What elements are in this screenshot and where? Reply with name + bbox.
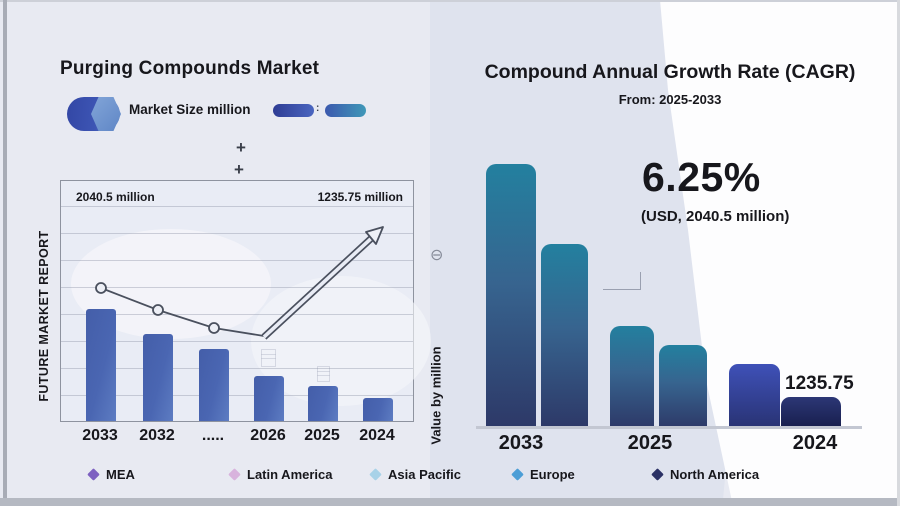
market-size-label: Market Size million <box>129 102 251 117</box>
x-axis-label: 2033 <box>498 432 544 454</box>
frame-border-top <box>0 0 900 2</box>
page-title: Purging Compounds Market <box>60 58 320 79</box>
x-axis-label: 2026 <box>250 427 286 444</box>
legend-item-europe: Europe <box>511 466 575 482</box>
frame-border-right <box>897 0 900 506</box>
future-market-report-label: FUTURE MARKET REPORT <box>37 230 51 402</box>
ratio-pill-right <box>325 104 366 117</box>
step-line-decor <box>603 272 641 290</box>
value-axis-label: Value by million <box>428 346 444 445</box>
peak-value-label: 2040.5 million <box>76 190 155 204</box>
cagr-bar-2024-primary <box>729 364 780 429</box>
frame-border-left <box>3 0 7 506</box>
cagr-value: 6.25% <box>642 154 761 200</box>
bar-2026 <box>254 376 284 421</box>
ratio-pill-left <box>273 104 314 117</box>
x-axis-label: 2024 <box>792 432 838 454</box>
bar-ellipsis-year <box>199 349 229 421</box>
cagr-context: (USD, 2040.5 million) <box>641 208 790 225</box>
legend-item-north-america: North America <box>651 466 759 482</box>
market-size-chart-panel: 2040.5 million 1235.75 million <box>60 180 431 422</box>
cagr-chart: 2033 2025 2024 6.25% (USD, 2040.5 millio… <box>470 140 880 470</box>
cagr-subtitle: From: 2025-2033 <box>618 92 722 107</box>
cagr-bar-2024-secondary <box>781 397 841 429</box>
document-watermark-icon <box>317 366 330 382</box>
legend-item-latin-america: Latin America <box>228 466 333 482</box>
x-axis-label: 2025 <box>627 432 673 454</box>
cagr-title: Compound Annual Growth Rate (CAGR) <box>484 61 856 83</box>
bar-2024 <box>363 398 393 421</box>
diamond-icon <box>228 467 241 481</box>
trend-line-and-arrow <box>95 226 384 340</box>
ratio-separator: : <box>316 103 320 114</box>
x-axis-label: 2032 <box>139 427 175 444</box>
bar-2032 <box>143 334 173 421</box>
bar-2025 <box>308 386 338 421</box>
plus-icon: + <box>236 138 246 157</box>
market-size-legend-row: Market Size million : <box>67 95 387 135</box>
cagr-bar-2033-primary <box>486 164 536 429</box>
x-axis-label: 2024 <box>359 427 395 444</box>
x-axis-label: 2033 <box>82 427 118 444</box>
base-value-label: 1235.75 million <box>317 190 403 204</box>
document-watermark-icon <box>261 349 276 367</box>
x-axis-line <box>476 426 862 429</box>
cagr-bar-2025-primary <box>610 326 654 429</box>
x-axis-label: ..... <box>201 427 225 444</box>
frame-border-bottom <box>0 498 900 506</box>
chart-gridlines <box>61 206 413 422</box>
bar-2033 <box>86 309 116 421</box>
minus-circle-icon: ⊖ <box>430 247 444 264</box>
cylinder-icon <box>67 97 121 131</box>
legend-item-mea: MEA <box>87 466 135 482</box>
diamond-icon <box>511 467 524 481</box>
x-axis-label: 2025 <box>304 427 340 444</box>
diamond-icon <box>87 467 100 481</box>
diamond-icon <box>651 467 664 481</box>
value-callout: 1235.75 <box>785 373 854 394</box>
cagr-bar-2033-secondary <box>541 244 588 429</box>
diamond-icon <box>369 467 382 481</box>
legend-item-asia-pacific: Asia Pacific <box>369 466 461 482</box>
cagr-bar-2025-secondary <box>659 345 707 429</box>
plus-icon: + <box>234 160 244 179</box>
